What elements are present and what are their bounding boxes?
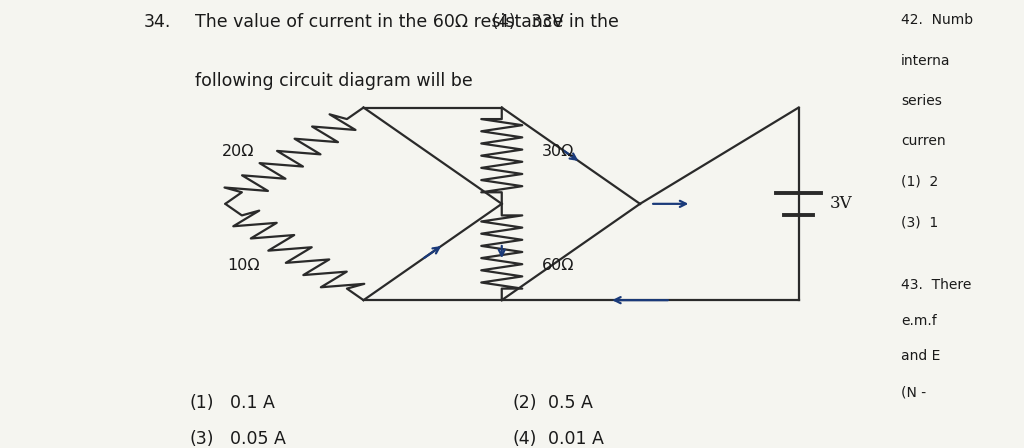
Text: 34.: 34.	[143, 13, 171, 31]
Text: (1)  2: (1) 2	[901, 175, 938, 189]
Text: 10Ω: 10Ω	[227, 258, 259, 273]
Text: 0.1 A: 0.1 A	[230, 394, 275, 412]
Text: 0.05 A: 0.05 A	[230, 430, 287, 448]
Text: 0.5 A: 0.5 A	[548, 394, 593, 412]
Text: (N -: (N -	[901, 385, 927, 399]
Text: (3)  1: (3) 1	[901, 215, 938, 229]
Text: 20Ω: 20Ω	[222, 144, 254, 159]
Text: interna: interna	[901, 54, 950, 68]
Text: series: series	[901, 94, 942, 108]
Text: 42.  Numb: 42. Numb	[901, 13, 973, 27]
Text: 3V: 3V	[829, 195, 852, 212]
Text: (3): (3)	[189, 430, 214, 448]
Text: (1): (1)	[189, 394, 214, 412]
Text: (2): (2)	[512, 394, 537, 412]
Text: 30Ω: 30Ω	[542, 144, 574, 159]
Text: (4)   33V: (4) 33V	[492, 13, 563, 31]
Text: 60Ω: 60Ω	[542, 258, 574, 273]
Text: e.m.f: e.m.f	[901, 314, 937, 327]
Text: 0.01 A: 0.01 A	[548, 430, 604, 448]
Text: (4): (4)	[512, 430, 537, 448]
Text: following circuit diagram will be: following circuit diagram will be	[195, 72, 472, 90]
Text: The value of current in the 60Ω resistance in the: The value of current in the 60Ω resistan…	[195, 13, 618, 31]
Text: curren: curren	[901, 134, 946, 148]
Text: 43.  There: 43. There	[901, 278, 972, 292]
Text: and E: and E	[901, 349, 940, 363]
